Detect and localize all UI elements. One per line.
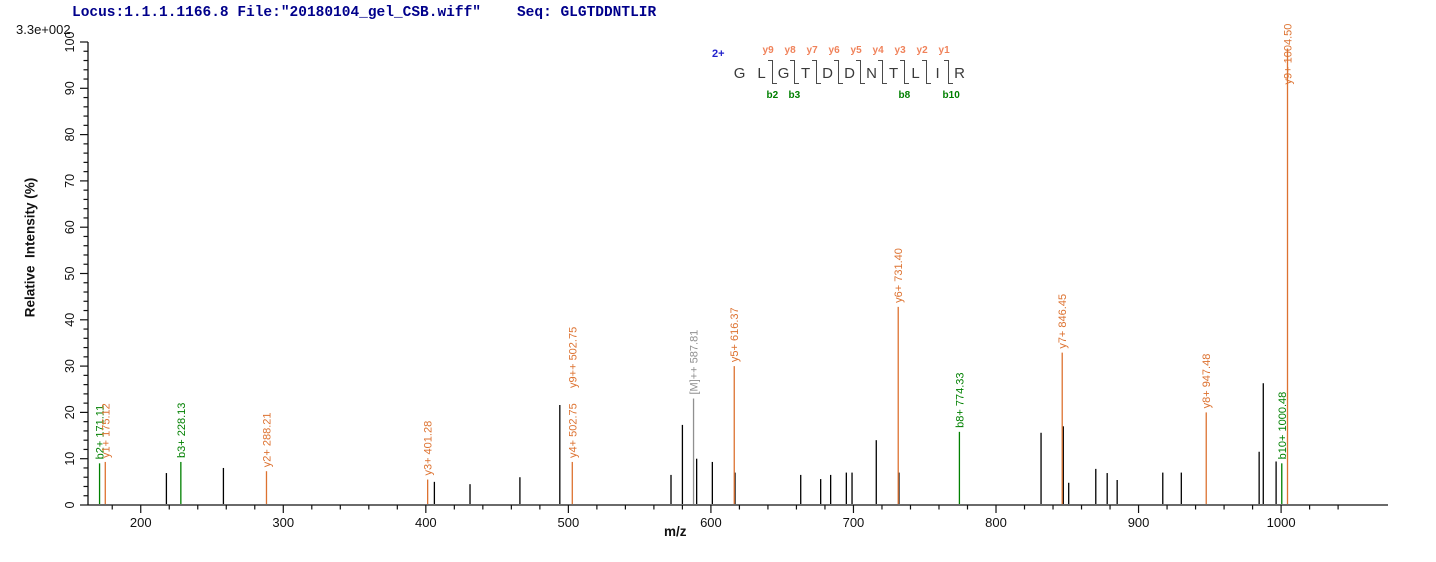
peak-label: y2+ 288.21 (261, 412, 273, 467)
y-axis-tick-label: 80 (63, 128, 77, 142)
x-axis-tick-label: 500 (558, 515, 580, 530)
x-axis-tick-label: 200 (130, 515, 152, 530)
residue-letter: D (822, 64, 833, 82)
y-ion-tag: y2 (916, 45, 928, 56)
residue-letter: G (733, 64, 746, 82)
peak-label: b10+ 1000.48 (1277, 392, 1289, 460)
x-axis-tick-label: 600 (700, 515, 722, 530)
y-axis-tick-label: 20 (63, 405, 77, 419)
residue-gap: y1 b10 (939, 44, 960, 102)
b-ion-tag: b8 (898, 90, 911, 101)
peak-label: y3+ 401.28 (423, 421, 435, 476)
y-ion-tag: y9 (762, 45, 774, 56)
residue-letter: D (844, 64, 855, 82)
residue-letter: G (777, 64, 790, 82)
max-intensity-label: 3.3e+002 (16, 22, 71, 37)
peak-label: b3+ 228.13 (176, 403, 188, 458)
spectrum-header: Locus:1.1.1.1166.8 File:"20180104_gel_CS… (72, 5, 656, 21)
cleavage-marker (943, 60, 953, 84)
peak-label: [M]++ 587.81 (689, 330, 701, 395)
y-axis-tick-label: 30 (63, 359, 77, 373)
residue-letter: R (954, 64, 965, 82)
y-axis-tick-label: 0 (63, 501, 77, 508)
residue-gap: y9 b2 (763, 44, 779, 102)
residue-gap (747, 44, 755, 102)
y-axis-tick-label: 90 (63, 81, 77, 95)
y-ion-tag: y1 (938, 45, 950, 56)
y-ion-tag: y4 (872, 45, 884, 56)
residue-gap: y4 (873, 44, 887, 102)
cleavage-marker (789, 60, 799, 84)
peak-label: y1+ 175.12 (100, 403, 112, 458)
b-ion-tag: b10 (942, 90, 960, 101)
x-axis-tick-label: 1000 (1267, 515, 1296, 530)
residue-gap: y5 (851, 44, 865, 102)
residue-letter: I (935, 64, 940, 82)
x-axis-title: m/z (664, 524, 687, 539)
cleavage-marker (899, 60, 909, 84)
charge-state-label: 2+ (712, 48, 725, 60)
residue-letter: T (888, 64, 899, 82)
peak-label: y6+ 731.40 (893, 248, 905, 303)
residue-gap: y2 (917, 44, 931, 102)
sequence-text: Seq: GLGTDDNTLIR (516, 5, 657, 21)
peak-label: y5+ 616.37 (729, 307, 741, 362)
peak-label: y7+ 846.45 (1057, 294, 1069, 349)
y-ion-tag: y5 (850, 45, 862, 56)
residue-letter: T (800, 64, 811, 82)
y-ion-tag: y8 (784, 45, 796, 56)
y-axis-tick-label: 40 (63, 313, 77, 327)
residue-letter: N (866, 64, 877, 82)
residue-letter: L (757, 64, 766, 82)
y-axis-tick-label: 60 (63, 220, 77, 234)
peak-label: y9+ 1004.50 (1283, 24, 1295, 85)
x-axis-tick-label: 400 (415, 515, 437, 530)
x-axis-tick-label: 700 (843, 515, 865, 530)
y-axis-tick-label: 10 (63, 452, 77, 466)
y-ion-tag: y6 (828, 45, 840, 56)
residue-gap: y6 (829, 44, 843, 102)
x-axis-tick-label: 300 (272, 515, 294, 530)
cleavage-marker (811, 60, 821, 84)
cleavage-marker (767, 60, 777, 84)
peak-label-secondary: y9++ 502.75 (567, 327, 579, 388)
locus-file-text: Locus:1.1.1.1166.8 File:"20180104_gel_CS… (72, 5, 481, 21)
residue-gap: y3 b8 (895, 44, 911, 102)
residue-gap: y7 (807, 44, 821, 102)
peak-label: b2+ 171.11 (95, 405, 107, 460)
residue-gap: y8 b3 (785, 44, 801, 102)
cleavage-marker (855, 60, 865, 84)
residue-letter: L (911, 64, 920, 82)
cleavage-marker (921, 60, 931, 84)
cleavage-marker (833, 60, 843, 84)
b-ion-tag: b3 (788, 90, 801, 101)
x-axis-tick-label: 900 (1128, 515, 1150, 530)
peak-label: b8+ 774.33 (954, 372, 966, 427)
peak-label: y8+ 947.48 (1201, 354, 1213, 409)
y-ion-tag: y3 (894, 45, 906, 56)
y-ion-tag: y7 (806, 45, 818, 56)
peak-label: y4+ 502.75 (567, 403, 579, 458)
x-axis-tick-label: 800 (985, 515, 1007, 530)
b-ion-tag: b2 (766, 90, 779, 101)
y-axis-tick-label: 100 (63, 32, 77, 53)
y-axis-tick-label: 50 (63, 267, 77, 281)
cleavage-marker (877, 60, 887, 84)
y-axis-tick-label: 70 (63, 174, 77, 188)
